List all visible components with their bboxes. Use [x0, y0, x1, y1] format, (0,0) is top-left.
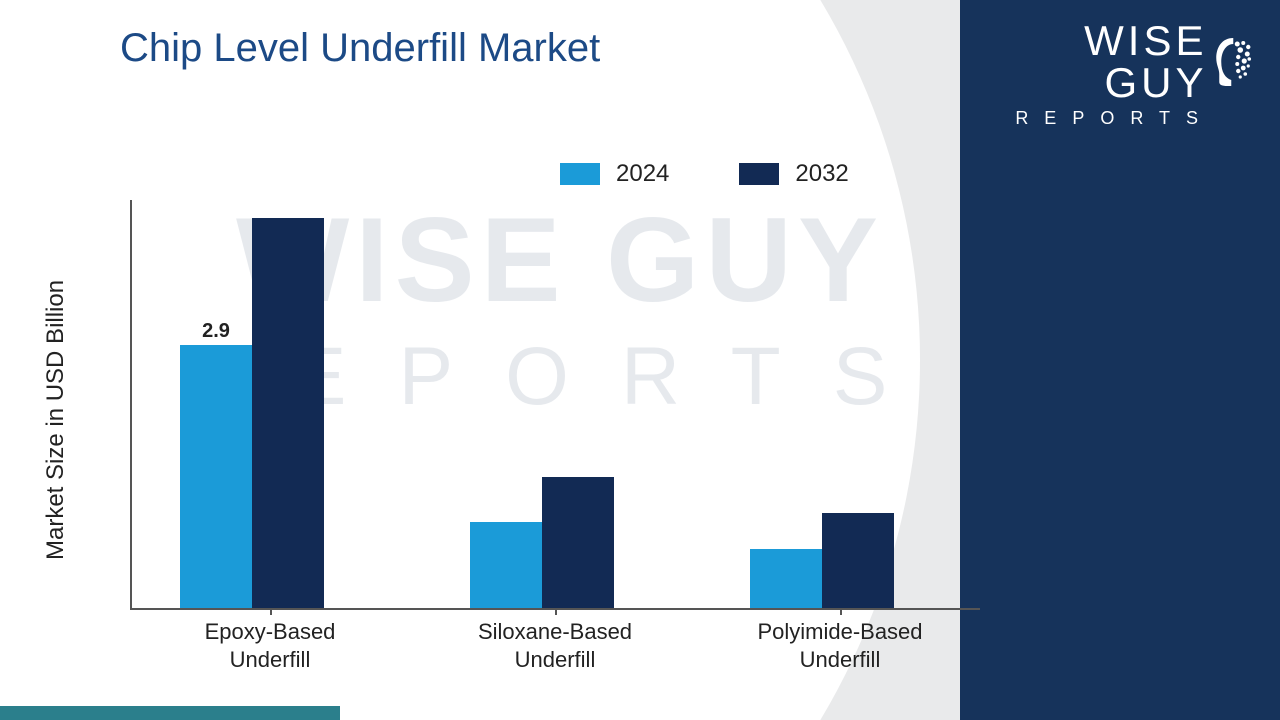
chart-title: Chip Level Underfill Market [120, 26, 600, 71]
legend-item-2032: 2032 [739, 160, 848, 188]
bar-value-label: 2.9 [202, 320, 230, 343]
brand-bottom: REPORTS [974, 108, 1214, 129]
brand-logo: WISE GUY REPORTS [974, 20, 1254, 129]
bar-group [470, 477, 650, 608]
bottom-left-strip [0, 706, 340, 720]
category-label: Epoxy-BasedUnderfill [160, 618, 380, 673]
page: WISE GUY REPORTS WISE GUY REPORTS [0, 0, 1280, 720]
legend-swatch-2032 [739, 163, 779, 185]
bar-2024 [470, 522, 542, 608]
category-label: Siloxane-BasedUnderfill [445, 618, 665, 673]
legend-swatch-2024 [560, 163, 600, 185]
legend-label-2032: 2032 [795, 160, 848, 188]
legend: 2024 2032 [560, 160, 849, 188]
bar-group [750, 513, 930, 608]
legend-label-2024: 2024 [616, 160, 669, 188]
bar-2032 [542, 477, 614, 608]
brand-top: WISE GUY [974, 20, 1207, 104]
chart-area: 2.9 Epoxy-BasedUnderfillSiloxane-BasedUn… [100, 200, 980, 610]
y-axis-label: Market Size in USD Billion [42, 280, 70, 560]
bar-group: 2.9 [180, 218, 360, 608]
bar-2032 [252, 218, 324, 608]
bar-2024 [750, 549, 822, 608]
bar-2032 [822, 513, 894, 608]
bar-2024 [180, 345, 252, 608]
y-axis [130, 200, 132, 610]
brand-head-icon [1213, 36, 1254, 88]
legend-item-2024: 2024 [560, 160, 669, 188]
category-label: Polyimide-BasedUnderfill [730, 618, 950, 673]
